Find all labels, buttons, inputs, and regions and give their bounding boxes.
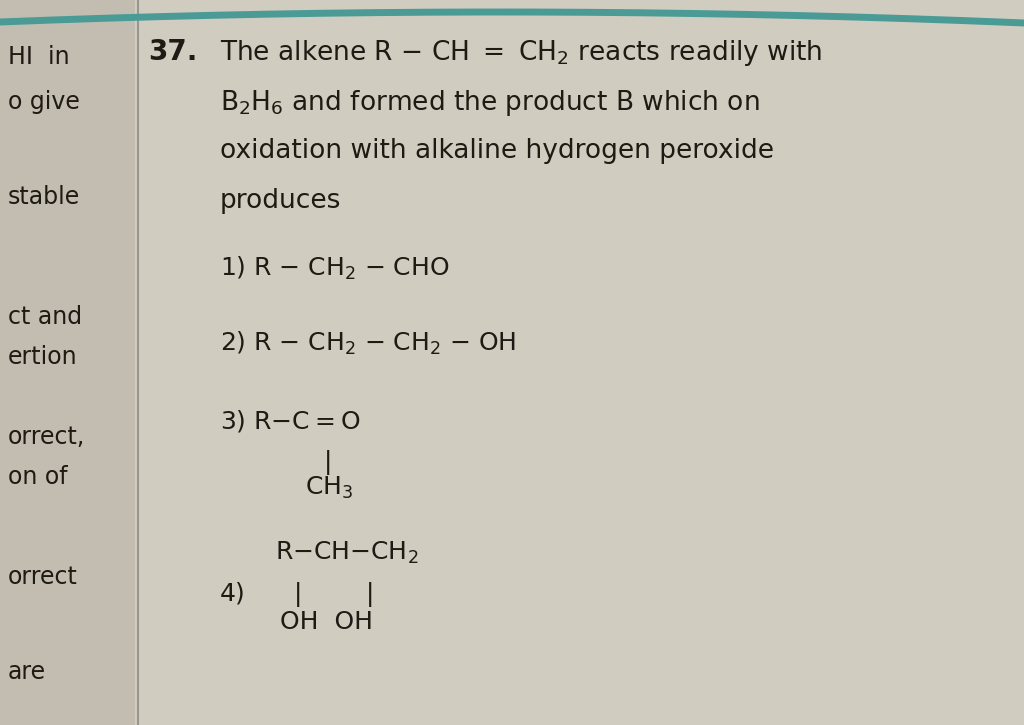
Text: |: | bbox=[366, 582, 374, 607]
Text: OH  OH: OH OH bbox=[280, 610, 373, 634]
Text: The alkene R $-$ CH $=$ CH$_2$ reacts readily with: The alkene R $-$ CH $=$ CH$_2$ reacts re… bbox=[220, 38, 822, 68]
Text: R$-$CH$-$CH$_2$: R$-$CH$-$CH$_2$ bbox=[275, 540, 419, 566]
Text: orrect: orrect bbox=[8, 565, 78, 589]
Text: on of: on of bbox=[8, 465, 68, 489]
Text: CH$_3$: CH$_3$ bbox=[305, 475, 353, 501]
Text: 37.: 37. bbox=[148, 38, 198, 66]
Text: 1) R $-$ CH$_2$ $-$ CHO: 1) R $-$ CH$_2$ $-$ CHO bbox=[220, 255, 450, 282]
Text: 4): 4) bbox=[220, 582, 246, 606]
Text: |: | bbox=[294, 582, 302, 607]
Text: stable: stable bbox=[8, 185, 80, 209]
Text: B$_2$H$_6$ and formed the product B which on: B$_2$H$_6$ and formed the product B whic… bbox=[220, 88, 760, 118]
Text: ertion: ertion bbox=[8, 345, 78, 369]
Text: are: are bbox=[8, 660, 46, 684]
Text: produces: produces bbox=[220, 188, 341, 214]
Bar bbox=[0, 0, 135, 725]
Text: 2) R $-$ CH$_2$ $-$ CH$_2$ $-$ OH: 2) R $-$ CH$_2$ $-$ CH$_2$ $-$ OH bbox=[220, 330, 516, 357]
Text: 3) R$-$C$=$O: 3) R$-$C$=$O bbox=[220, 408, 360, 434]
Text: HI  in: HI in bbox=[8, 45, 70, 69]
Text: |: | bbox=[324, 450, 332, 475]
Text: o give: o give bbox=[8, 90, 80, 114]
Bar bbox=[135, 0, 1024, 725]
Text: ct and: ct and bbox=[8, 305, 82, 329]
Text: orrect,: orrect, bbox=[8, 425, 85, 449]
Text: oxidation with alkaline hydrogen peroxide: oxidation with alkaline hydrogen peroxid… bbox=[220, 138, 774, 164]
